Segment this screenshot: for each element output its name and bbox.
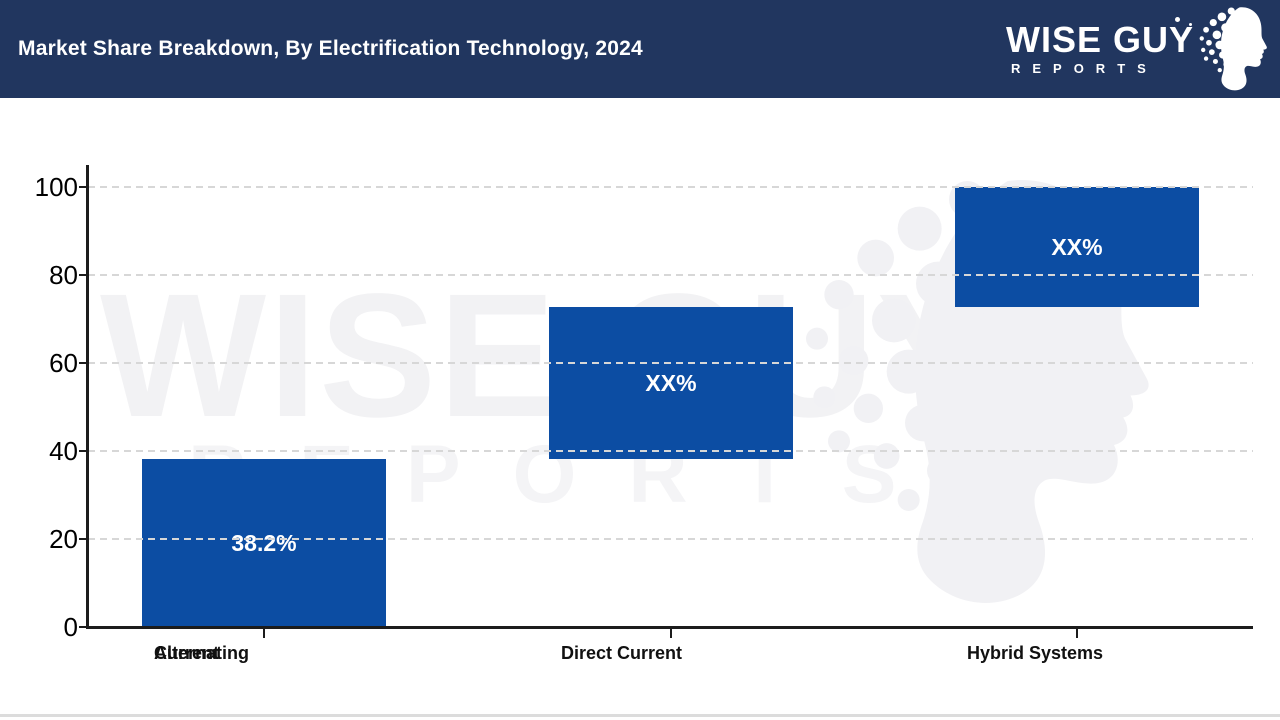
x-axis (86, 626, 1253, 629)
x-tick (1076, 629, 1078, 638)
y-axis (86, 165, 89, 629)
y-tick (79, 362, 88, 364)
y-tick-label: 20 (49, 524, 78, 554)
bar-value-label: XX% (645, 370, 697, 397)
gridline (88, 538, 1253, 540)
chart-title: Market Share Breakdown, By Electrificati… (18, 37, 643, 60)
bottom-divider (0, 714, 1280, 717)
y-tick-label: 40 (49, 436, 78, 466)
x-tick (670, 629, 672, 638)
gridline (88, 274, 1253, 276)
bar (142, 458, 386, 627)
brand-logo: WISE GUY REPORTS (1006, 5, 1268, 92)
brand-face-icon (1199, 7, 1267, 91)
gridline (88, 450, 1253, 452)
y-tick-label: 60 (49, 348, 78, 378)
bar-value-label: 38.2% (231, 529, 297, 556)
header-bar: Market Share Breakdown, By Electrificati… (0, 0, 1280, 98)
brand-logo-text: WISE GUY REPORTS (1005, 16, 1194, 77)
bar (549, 307, 793, 459)
y-tick-label: 0 (63, 612, 78, 642)
y-tick (79, 274, 88, 276)
bar (955, 187, 1199, 308)
logo-dot (1175, 16, 1180, 22)
y-tick-label: 80 (49, 260, 78, 290)
gridline (88, 362, 1253, 364)
chart-canvas: 0 20 40 60 80 100 38.2% XX% XX% Alternating Curren… (0, 98, 1280, 720)
y-tick-label: 100 (34, 172, 78, 202)
brand-subtitle: REPORTS (1010, 61, 1158, 77)
y-tick (79, 626, 88, 628)
y-tick (79, 450, 88, 452)
y-tick (79, 538, 88, 540)
gridline (88, 186, 1253, 188)
bar-value-label: XX% (1051, 234, 1103, 261)
brand-wordmark: WISE GUY (1005, 18, 1194, 60)
logo-dot (1189, 22, 1192, 26)
y-tick (79, 186, 88, 188)
x-tick (263, 629, 265, 638)
